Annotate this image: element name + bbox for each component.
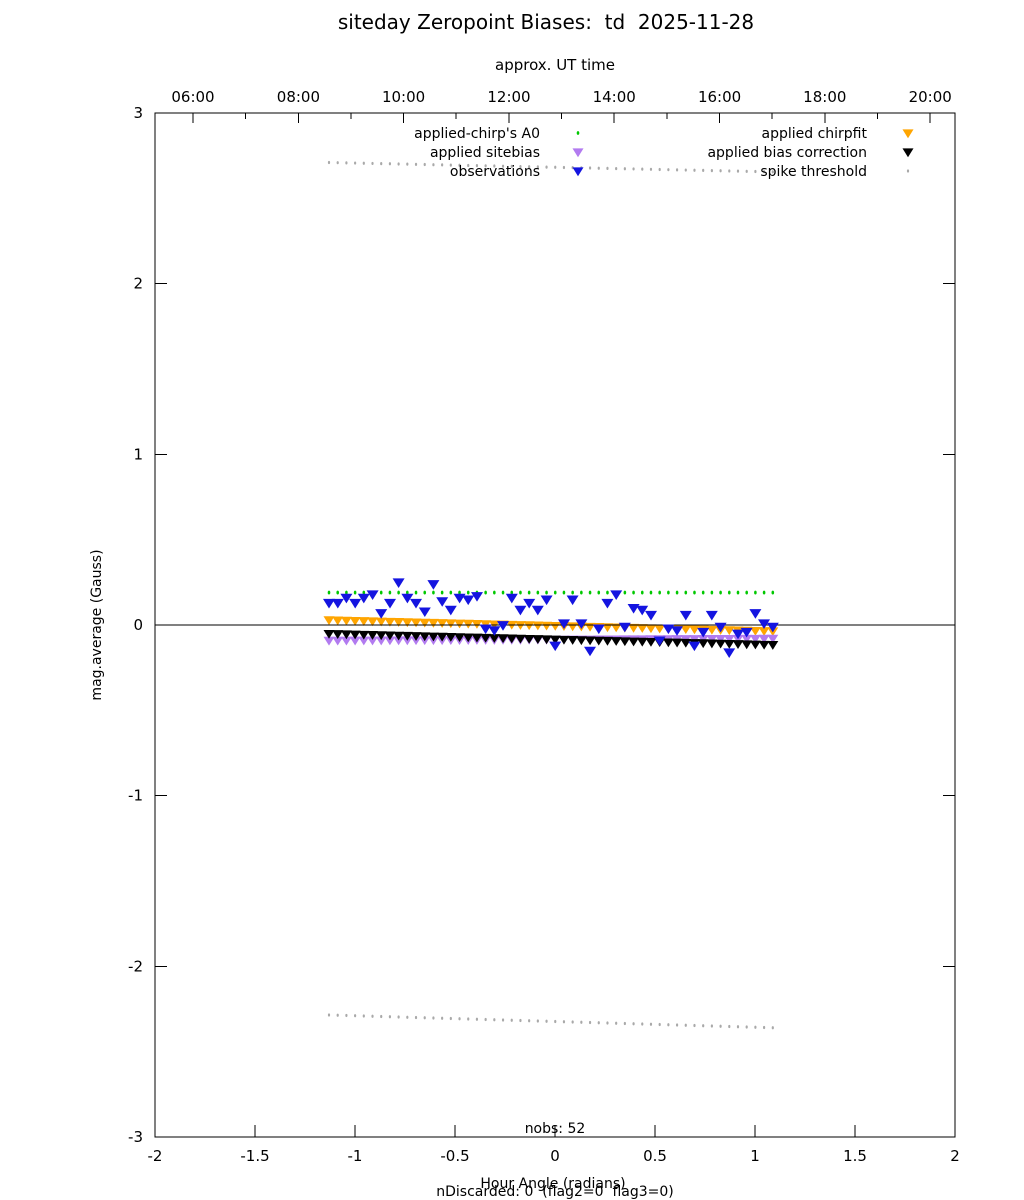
top-tick-label: 10:00 xyxy=(382,88,425,106)
legend-label: applied-chirp's A0 xyxy=(414,126,540,142)
series-spike-threshold-lower xyxy=(327,1013,774,1030)
top-tick-label: 06:00 xyxy=(171,88,214,106)
y-tick-label: -2 xyxy=(128,957,143,975)
x-tick-label: 1 xyxy=(750,1147,760,1165)
legend-label: applied chirpfit xyxy=(762,126,868,142)
stats-annotation: nobs: 52 nDiscarded: 0 (flag2=0 flag3=0) xyxy=(155,1077,955,1200)
x-tick-label: -1.5 xyxy=(240,1147,269,1165)
x-tick-label: -0.5 xyxy=(440,1147,469,1165)
y-tick-label: 2 xyxy=(133,275,143,293)
top-tick-label: 12:00 xyxy=(487,88,530,106)
x-tick-label: 2 xyxy=(950,1147,960,1165)
top-tick-label: 14:00 xyxy=(593,88,636,106)
top-axis-ticks: 06:00 08:00 10:00 12:00 14:00 16:00 18:00 20:00 xyxy=(171,88,952,123)
top-tick-label: 20:00 xyxy=(909,88,952,106)
top-tick-label: 08:00 xyxy=(277,88,320,106)
x-tick-label: -2 xyxy=(148,1147,163,1165)
legend: applied-chirp's A0 applied sitebias observ… xyxy=(414,126,914,180)
series-applied-chirp-s-a0 xyxy=(327,590,775,595)
top-axis-label: approx. UT time xyxy=(495,56,615,74)
series-spike-threshold-upper xyxy=(327,160,774,174)
x-axis-ticks: -2 -1.5 -1 -0.5 0 0.5 1 1.5 2 xyxy=(148,1125,960,1165)
y-tick-label: -3 xyxy=(128,1128,143,1146)
y-tick-label: 3 xyxy=(133,104,143,122)
series-applied-chirpfit xyxy=(323,616,779,637)
x-tick-label: 1.5 xyxy=(843,1147,867,1165)
x-axis-label: Hour Angle (radians) xyxy=(480,1176,626,1192)
legend-label: applied sitebias xyxy=(430,145,540,161)
top-tick-label: 16:00 xyxy=(698,88,741,106)
y-tick-label: -1 xyxy=(128,787,143,805)
legend-label: spike threshold xyxy=(760,164,867,180)
chart-title: siteday Zeropoint Biases: td 2025-11-28 xyxy=(337,10,755,34)
x-tick-label: -1 xyxy=(348,1147,363,1165)
ndiscarded-text: nDiscarded: 0 (flag2=0 flag3=0) xyxy=(436,1184,674,1200)
legend-label: applied bias correction xyxy=(707,145,867,161)
top-tick-label: 18:00 xyxy=(803,88,846,106)
series-observations xyxy=(323,578,779,659)
series-applied-bias-correction xyxy=(323,629,779,650)
x-tick-label: 0 xyxy=(550,1147,560,1165)
legend-label: observations xyxy=(450,164,540,180)
y-tick-label: 0 xyxy=(133,616,143,634)
x-tick-label: 0.5 xyxy=(643,1147,667,1165)
y-tick-label: 1 xyxy=(133,445,143,463)
nobs-text: nobs: 52 xyxy=(524,1121,586,1137)
y-axis-label: mag.average (Gauss) xyxy=(89,549,105,701)
